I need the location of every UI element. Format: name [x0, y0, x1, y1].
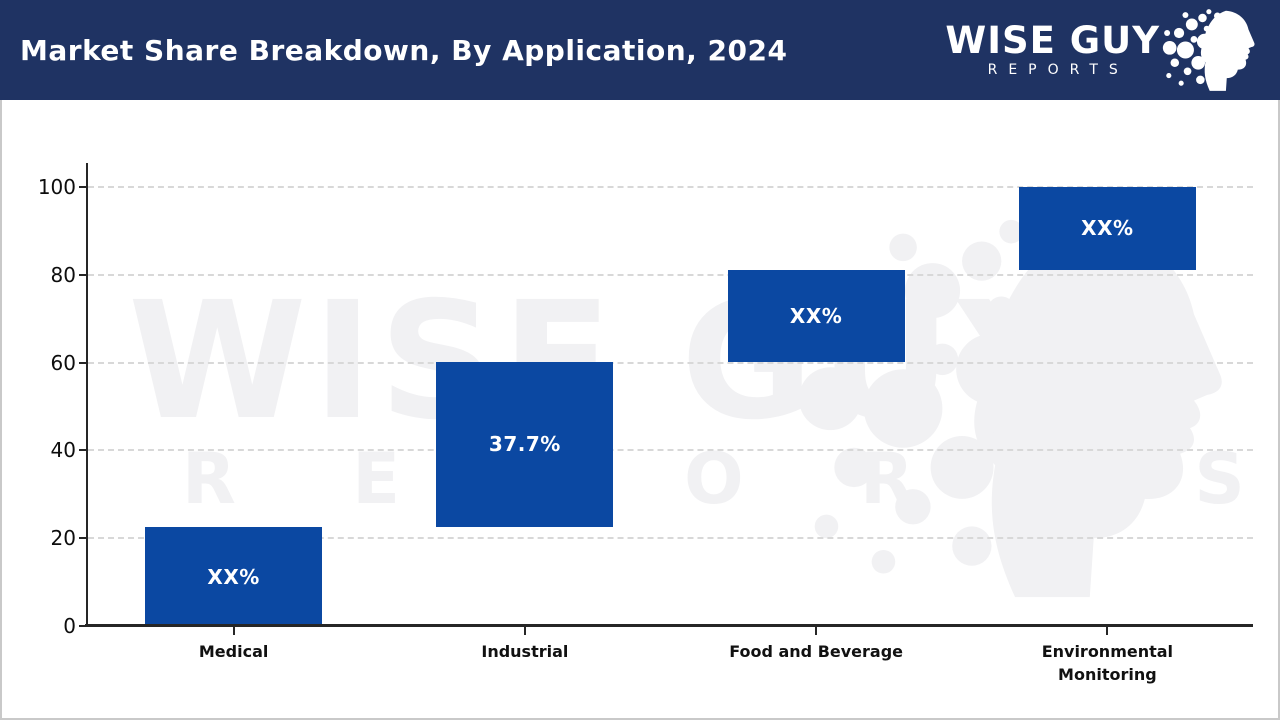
- chart-title: Market Share Breakdown, By Application, …: [20, 33, 788, 67]
- bar-food-and-beverage: XX%: [727, 269, 905, 362]
- y-tick-40: [79, 449, 87, 452]
- brand-wordmark: WISE GUY REPORTS: [945, 18, 1160, 79]
- bar-value-label: XX%: [789, 303, 843, 328]
- category-label-0: Medical: [198, 642, 269, 661]
- x-tick-2: [815, 627, 818, 635]
- bar-environmental-monitoring: XX%: [1018, 187, 1196, 270]
- y-tick-100: [79, 186, 87, 188]
- gridline-80: [88, 273, 1253, 276]
- bar-value-label: XX%: [1081, 216, 1134, 241]
- y-tick-label-100: 100: [37, 175, 76, 199]
- gridline-60: [88, 361, 1253, 364]
- logo-head-icon: [1162, 7, 1260, 93]
- y-tick-label-20: 20: [50, 526, 76, 551]
- x-tick-0: [232, 627, 235, 635]
- brand-logo: WISE GUY REPORTS: [945, 7, 1260, 93]
- bar-industrial: 37.7%: [436, 361, 614, 528]
- y-tick-80: [79, 273, 87, 276]
- gridline-40: [88, 449, 1253, 452]
- y-tick-60: [79, 361, 87, 364]
- category-label-3: Environmental Monitoring: [1041, 642, 1174, 685]
- bar-value-label: XX%: [207, 564, 260, 589]
- x-tick-1: [523, 627, 526, 635]
- y-tick-label-0: 0: [63, 614, 76, 638]
- gridline-100: [88, 186, 1253, 188]
- x-tick-3: [1106, 627, 1109, 635]
- y-tick-label-40: 40: [50, 438, 76, 463]
- brand-subtitle: REPORTS: [987, 62, 1129, 79]
- header-bar: Market Share Breakdown, By Application, …: [0, 0, 1280, 100]
- y-axis-line: [86, 163, 88, 627]
- category-label-1: Industrial: [481, 642, 569, 661]
- y-tick-label-60: 60: [50, 350, 76, 375]
- bar-medical: XX%: [145, 527, 323, 626]
- brand-name: WISE GUY: [945, 18, 1160, 62]
- gridline-20: [88, 537, 1253, 540]
- y-tick-0: [79, 625, 87, 627]
- bar-value-label: 37.7%: [488, 432, 561, 457]
- y-tick-label-80: 80: [50, 262, 76, 287]
- y-tick-20: [79, 537, 87, 540]
- watermark-head-icon: [795, 212, 1247, 609]
- x-axis-line: [85, 624, 1253, 627]
- category-label-2: Food and Beverage: [729, 642, 904, 661]
